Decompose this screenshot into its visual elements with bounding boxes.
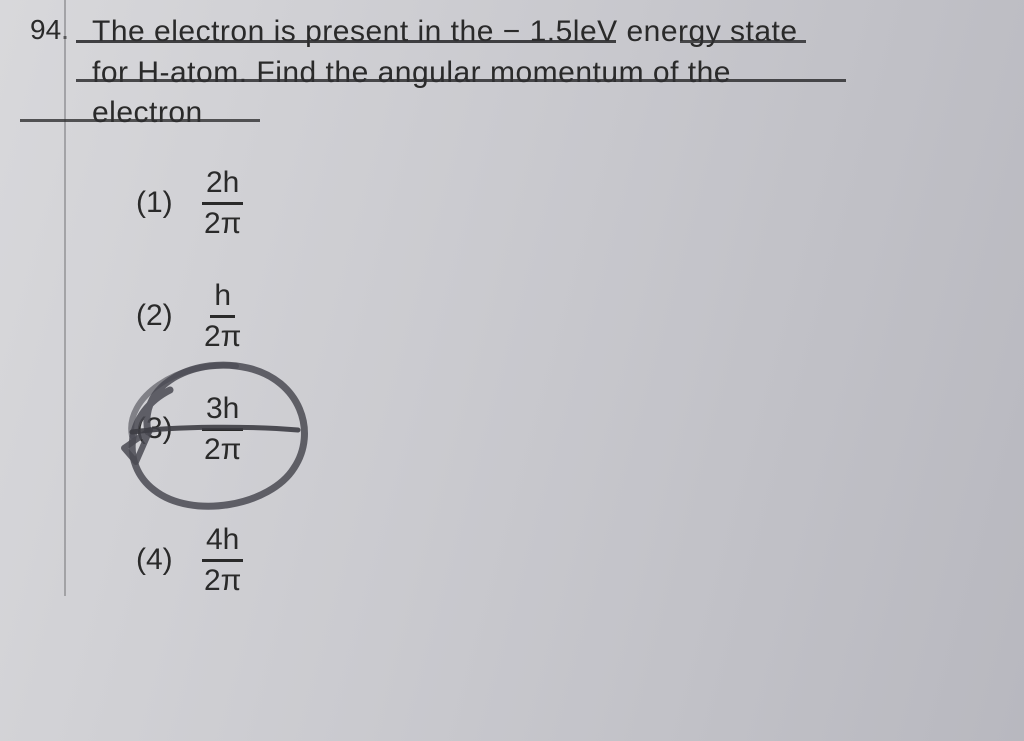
question-text: The electron is present in the − 1.5leV … <box>92 12 798 134</box>
option-4: (4) 4h 2π <box>136 525 984 596</box>
underline-2 <box>76 79 846 82</box>
option-4-num: (4) <box>136 543 182 577</box>
option-3-frac: 3h 2π <box>200 394 245 465</box>
option-2-numerator: h <box>210 281 235 318</box>
question-line-1: The electron is present in the − 1.5leV … <box>92 15 798 48</box>
question-number: 94. <box>30 12 74 46</box>
option-2-frac: h 2π <box>200 281 245 352</box>
option-2: (2) h 2π <box>136 281 984 352</box>
options-list: (1) 2h 2π (2) h 2π (3) 3h <box>136 168 984 596</box>
option-4-denominator: 2π <box>200 562 245 596</box>
underline-1 <box>76 40 616 43</box>
underline-energy <box>680 40 806 43</box>
option-1-denominator: 2π <box>200 205 245 239</box>
margin-rule <box>64 0 66 596</box>
option-1-numerator: 2h <box>202 168 243 205</box>
option-3: (3) 3h 2π <box>136 394 984 465</box>
option-2-denominator: 2π <box>200 318 245 352</box>
option-1-num: (1) <box>136 186 182 220</box>
question-row: 94. The electron is present in the − 1.5… <box>30 12 984 134</box>
option-3-num: (3) <box>136 412 182 446</box>
option-4-frac: 4h 2π <box>200 525 245 596</box>
option-1-frac: 2h 2π <box>200 168 245 239</box>
option-1: (1) 2h 2π <box>136 168 984 239</box>
option-3-numerator: 3h <box>202 394 243 431</box>
option-4-numerator: 4h <box>202 525 243 562</box>
option-2-num: (2) <box>136 299 182 333</box>
question-line-3: electron <box>92 96 203 129</box>
underline-3 <box>20 119 260 122</box>
question-line-2: for H-atom. Find the angular momentum of… <box>92 56 731 89</box>
option-3-denominator: 2π <box>200 431 245 465</box>
